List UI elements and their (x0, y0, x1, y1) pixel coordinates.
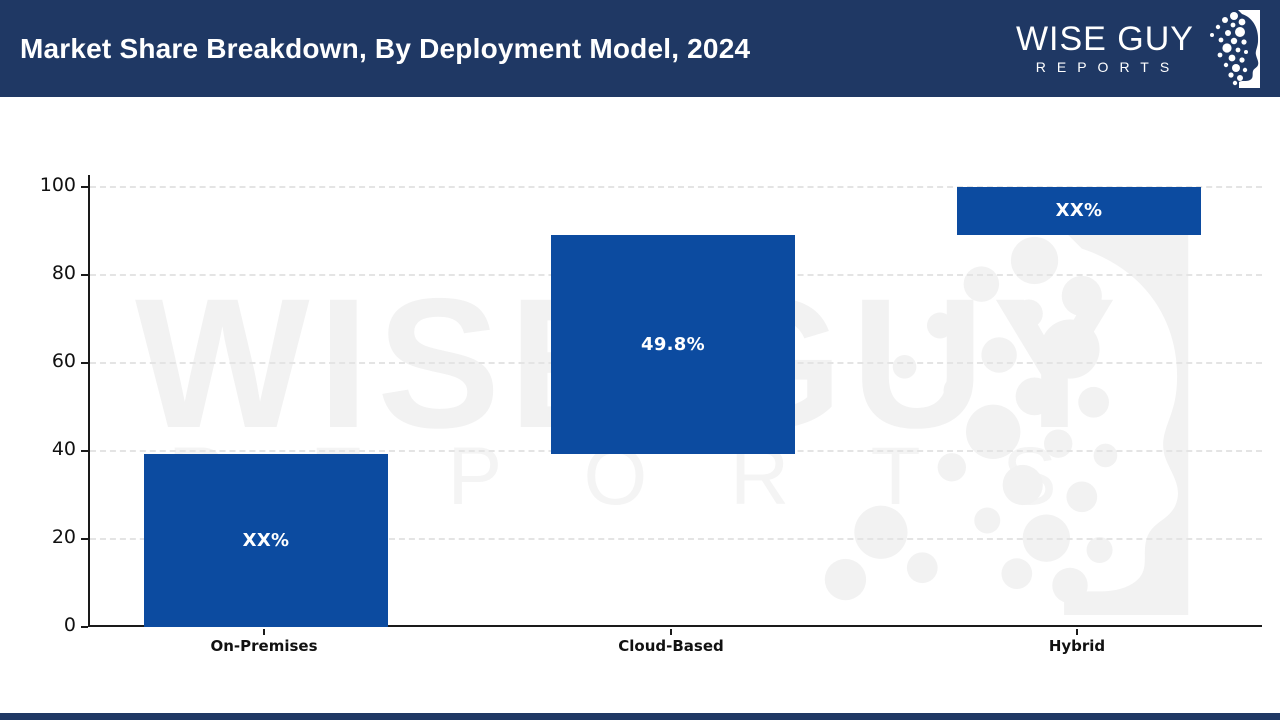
header-bar: Market Share Breakdown, By Deployment Mo… (0, 0, 1280, 97)
bar-on-premises: XX% (144, 453, 388, 627)
bar-value-label: XX% (1055, 200, 1103, 222)
y-axis-tick-label-60: 60 (51, 350, 76, 372)
x-axis-category-label-on-premises: On-Premises (210, 637, 318, 655)
page-title: Market Share Breakdown, By Deployment Mo… (20, 32, 751, 64)
x-axis-tick-mark (263, 629, 265, 635)
y-axis-tick-mark (81, 626, 88, 628)
y-axis-tick-mark (81, 362, 88, 364)
y-axis-tick-label-40: 40 (51, 438, 76, 460)
gridline-100 (90, 186, 1262, 188)
brand-logo: WISE GUY REPORTS (1016, 9, 1260, 88)
gridline-20 (90, 538, 1262, 540)
chart-plot-area: XX% 49.8% XX% (88, 175, 1262, 627)
brand-logo-text: WISE GUY REPORTS (1016, 22, 1194, 76)
bar-value-label: 49.8% (641, 333, 705, 355)
y-axis-tick-label-100: 100 (39, 174, 76, 196)
bar-value-label: XX% (242, 529, 290, 551)
y-axis-tick-mark (81, 274, 88, 276)
y-axis-tick-mark (81, 186, 88, 188)
y-axis-tick-label-0: 0 (63, 614, 76, 636)
footer-bar (0, 713, 1280, 720)
y-axis-tick-label-80: 80 (51, 262, 76, 284)
y-axis-tick-mark (81, 450, 88, 452)
x-axis-category-label-hybrid: Hybrid (1048, 637, 1106, 655)
x-axis-tick-mark (1076, 629, 1078, 635)
bar-cloud-based: 49.8% (551, 234, 795, 454)
brand-name: WISE GUY (1015, 19, 1194, 58)
y-axis-tick-mark (81, 538, 88, 540)
x-axis-tick-mark (670, 629, 672, 635)
dotted-head-icon (1210, 9, 1260, 88)
y-axis-tick-label-20: 20 (51, 526, 76, 548)
bar-hybrid: XX% (957, 187, 1201, 235)
brand-subname: REPORTS (1035, 58, 1181, 75)
x-axis-category-label-cloud-based: Cloud-Based (618, 637, 724, 655)
watermark-head-icon (824, 225, 1189, 615)
